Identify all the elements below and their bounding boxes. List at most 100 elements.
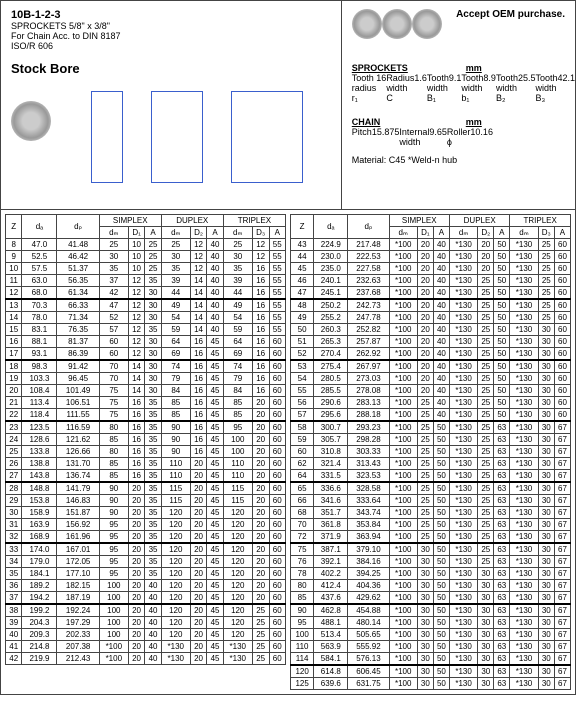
- table-row: 28148.8141.7990203511520451152060: [6, 482, 286, 495]
- diagram-area: [11, 81, 331, 201]
- table-row: 54280.5273.03*1002040*1302550*1303060: [291, 373, 571, 385]
- table-row: 847.041.48251025251240251255: [6, 239, 286, 251]
- table-row: 35184.1177.1095203512020451202060: [6, 568, 286, 580]
- table-row: 75387.1379.10*1003050*1302563*1303067: [291, 543, 571, 556]
- table-row: 37194.2187.19100204012020451202060: [6, 592, 286, 605]
- table-row: 44230.0222.53*1002040*1302050*1302560: [291, 251, 571, 263]
- table-row: 36189.2182.15100204012020451202060: [6, 580, 286, 592]
- chain-label: Roller ϕ: [447, 127, 471, 147]
- table-row: 22118.4111.55751635851645852060: [6, 409, 286, 422]
- table-row: 1163.056.35371235391440391655: [6, 275, 286, 287]
- table-row: 19103.396.45701430791645791660: [6, 373, 286, 385]
- table-row: 40209.3202.33100204012020451202560: [6, 629, 286, 641]
- table-row: 68351.7343.74*1002550*1302563*1303067: [291, 507, 571, 519]
- sprocket-specs: SPROCKETSmm Tooth radius r₁16Radius widt…: [352, 59, 565, 165]
- table-row: 110563.9555.92*1003050*1303063*1303067: [291, 641, 571, 653]
- table-row: 90462.8454.88*1003050*1303063*1303067: [291, 604, 571, 617]
- table-row: 29153.8146.8390203511520451152060: [6, 495, 286, 507]
- table-row: 1478.071.34521230541440541655: [6, 312, 286, 324]
- sprocket-thumb-icon: [412, 9, 442, 39]
- table-row: 72371.9363.94*1002550*1302563*1303067: [291, 531, 571, 544]
- table-row: 59305.7298.28*1002550*1302563*1303067: [291, 434, 571, 446]
- top-right: Accept OEM purchase. SPROCKETSmm Tooth r…: [341, 1, 575, 209]
- table-row: 55285.5278.08*1002040*1302550*1303060: [291, 385, 571, 397]
- left-table-wrap: ZdₐdₚSIMPLEXDUPLEXTRIPLEXdₘD₁AdₘD₂AdₘD₃A…: [5, 214, 286, 690]
- spec-value: 1.6: [414, 73, 427, 103]
- table-row: 34179.0172.0595203512020451202060: [6, 556, 286, 568]
- table-row: 47245.1237.68*1002040*1302550*1302560: [291, 287, 571, 300]
- table-row: 65336.6328.58*1002550*1302563*1303067: [291, 482, 571, 495]
- sprocket-thumb-icon: [382, 9, 412, 39]
- spec-label: Tooth width B₃: [536, 73, 558, 103]
- chain-value: 15.875: [372, 127, 400, 147]
- table-row: 46240.1232.63*1002040*1302550*1302560: [291, 275, 571, 287]
- table-row: 100513.4505.65*1003050*1303063*1303067: [291, 629, 571, 641]
- table-row: 66341.6333.64*1002550*1302563*1303067: [291, 495, 571, 507]
- table-row: 64331.5323.53*1002550*1302563*1303067: [291, 470, 571, 483]
- table-row: 125639.6631.75*1003050*1303063*1303067: [291, 678, 571, 690]
- table-row: 57295.6288.18*1002540*1302550*1303060: [291, 409, 571, 422]
- table-row: 56290.6283.13*1002540*1302550*1303060: [291, 397, 571, 409]
- table-row: 1583.176.35571235591440591655: [6, 324, 286, 336]
- table-row: 70361.8353.84*1002550*1302563*1303067: [291, 519, 571, 531]
- table-row: 60310.8303.33*1002550*1302563*1303067: [291, 446, 571, 458]
- spec-label: Tooth width B₁: [427, 73, 449, 103]
- table-row: 51265.3257.87*1002040*1302550*1303060: [291, 336, 571, 348]
- table-row: 114584.1576.13*1003050*1303063*1303067: [291, 653, 571, 666]
- table-row: 80412.4404.36*1003050*1303063*1303067: [291, 580, 571, 592]
- table-row: 39204.3197.29100204012020451202560: [6, 617, 286, 629]
- table-row: 95488.1480.14*1003050*1303063*1303067: [291, 617, 571, 629]
- spec-value: 42.1: [558, 73, 576, 103]
- table-row: 1057.551.37351025351240351655: [6, 263, 286, 275]
- sprocket-thumb-icon: [352, 9, 382, 39]
- table-row: 62321.4313.43*1002550*1302563*1303067: [291, 458, 571, 470]
- table-row: 23123.5116.59801635901645952060: [6, 421, 286, 434]
- sprockets-heading: SPROCKETS: [352, 63, 408, 73]
- table-row: 1370.366.33471230491440491655: [6, 299, 286, 312]
- table-row: 50260.3252.82*1002040*1302550*1303060: [291, 324, 571, 336]
- right-table: ZdₐdₚSIMPLEXDUPLEXTRIPLEXdₘD₁AdₘD₂AdₘD₃A…: [290, 214, 571, 690]
- desc1: SPROCKETS 5/8" x 3/8": [11, 21, 331, 31]
- spec-value: 8.9: [483, 73, 496, 103]
- tech-drawing: [71, 81, 311, 201]
- chain-label: Pitch: [352, 127, 372, 147]
- top-right-header: Accept OEM purchase.: [352, 9, 565, 39]
- product-code: 10B-1-2-3: [11, 9, 331, 21]
- spec-label: Radius width C: [386, 73, 414, 103]
- chain-value: 9.65: [429, 127, 447, 147]
- table-row: 78402.2394.25*1003050*1303063*1303067: [291, 568, 571, 580]
- desc2: For Chain Acc. to DIN 8187: [11, 31, 331, 41]
- table-row: 1793.186.39601230691645691660: [6, 348, 286, 361]
- tables-area: ZdₐdₚSIMPLEXDUPLEXTRIPLEXdₘD₁AdₘD₂AdₘD₃A…: [1, 210, 575, 694]
- table-row: 33174.0167.0195203512020451202060: [6, 543, 286, 556]
- table-row: 53275.4267.97*1002040*1302550*1303060: [291, 360, 571, 373]
- table-row: 31163.9156.9295203512020451202060: [6, 519, 286, 531]
- spec-label: Tooth width b₁: [461, 73, 483, 103]
- table-row: 25133.8126.668016359016451002060: [6, 446, 286, 458]
- table-row: 38199.2192.24100204012020451202560: [6, 604, 286, 617]
- spec-value: 16: [376, 73, 386, 103]
- table-row: 24128.6121.628516359016451002060: [6, 434, 286, 446]
- chain-value: 10.16: [470, 127, 493, 147]
- table-row: 26138.8131.7085163511020451102060: [6, 458, 286, 470]
- table-row: 52270.4262.92*1002040*1302550*1303060: [291, 348, 571, 361]
- table-row: 45235.0227.58*1002040*1302050*1302560: [291, 263, 571, 275]
- top-section: 10B-1-2-3 SPROCKETS 5/8" x 3/8" For Chai…: [1, 1, 575, 210]
- left-table: ZdₐdₚSIMPLEXDUPLEXTRIPLEXdₘD₁AdₘD₂AdₘD₃A…: [5, 214, 286, 665]
- accept-oem: Accept OEM purchase.: [456, 9, 565, 39]
- desc3: ISO/R 606: [11, 41, 331, 51]
- spec-label: Tooth radius r₁: [352, 73, 377, 103]
- top-left: 10B-1-2-3 SPROCKETS 5/8" x 3/8" For Chai…: [1, 1, 341, 209]
- table-row: 41214.8207.38*1002040*1302045*1302560: [6, 641, 286, 653]
- table-row: 1688.181.37601230641645641660: [6, 336, 286, 348]
- sprocket-icon: [11, 101, 51, 141]
- page: 10B-1-2-3 SPROCKETS 5/8" x 3/8" For Chai…: [0, 0, 576, 695]
- table-row: 76392.1384.16*1003050*1302563*1303067: [291, 556, 571, 568]
- stock-bore-title: Stock Bore: [11, 61, 331, 76]
- table-row: 1898.391.42701430741645741660: [6, 360, 286, 373]
- spec-label: Tooth width B₂: [496, 73, 518, 103]
- table-row: 32168.9161.9695203512020451202060: [6, 531, 286, 544]
- table-row: 20108.4101.49751430841645841660: [6, 385, 286, 397]
- table-row: 42219.9212.43*1002040*1302045*1302560: [6, 653, 286, 665]
- table-row: 120614.8606.45*1003050*1303063*1303067: [291, 665, 571, 678]
